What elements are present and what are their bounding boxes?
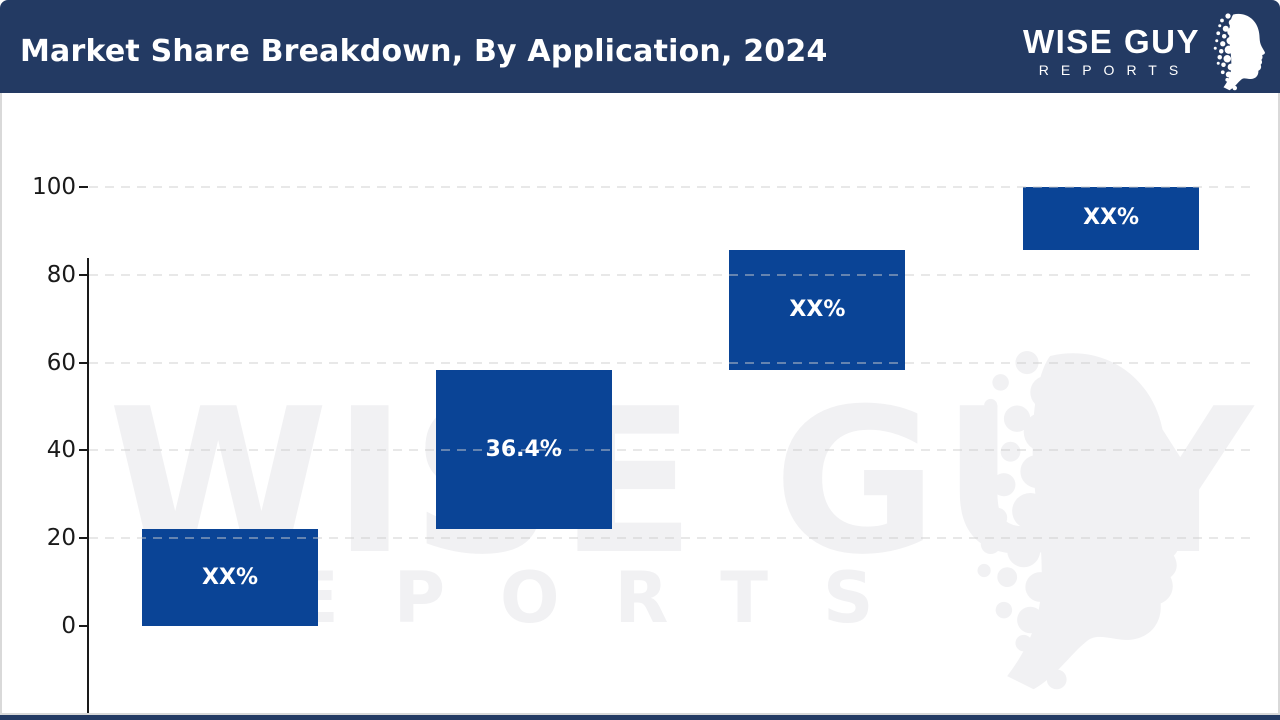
waterfall-chart: WISE GUY REPORTS XX% 36.4% XX% XX% 0 20 40 60 8… <box>0 93 1280 720</box>
bar-drug-discovery <box>1023 187 1200 250</box>
bar-cancer-diagnostics <box>435 369 612 530</box>
right-border <box>1278 93 1280 715</box>
logo-text: WISE GUY REPORTS <box>1023 25 1200 78</box>
logo-wordmark: WISE GUY <box>1022 23 1200 60</box>
gridline-80 <box>89 273 1253 276</box>
y-axis-tick-label-0: 0 <box>61 613 76 639</box>
bar-value-label-drug-discovery: XX% <box>1083 205 1140 231</box>
y-axis-tick <box>79 537 88 540</box>
y-axis-spine <box>87 258 89 720</box>
wise-guy-logo: WISE GUY REPORTS <box>1023 10 1266 94</box>
y-axis-tick <box>79 186 88 188</box>
y-axis-tick <box>79 361 88 364</box>
y-axis-tick <box>79 449 88 452</box>
y-axis-tick-label-100: 100 <box>32 174 76 200</box>
bar-value-label-stem-cell-research: XX% <box>202 564 258 590</box>
y-axis-tick-label-20: 20 <box>46 525 76 552</box>
gridline-40 <box>89 449 1253 452</box>
page-title: Market Share Breakdown, By Application, … <box>20 34 828 69</box>
bar-regenerative-medicine <box>729 249 906 370</box>
gridline-100 <box>89 186 1253 188</box>
logo-head-icon <box>1190 10 1266 94</box>
bar-stem-cell-research <box>142 529 318 626</box>
bar-value-label-cancer-diagnostics: 36.4% <box>485 436 562 462</box>
y-axis-tick-label-40: 40 <box>46 437 76 464</box>
y-axis-tick <box>79 625 88 627</box>
y-axis-tick-label-80: 80 <box>46 261 76 288</box>
gridline-60 <box>89 361 1253 364</box>
left-border <box>0 93 2 715</box>
gridline-20 <box>89 537 1253 540</box>
footer-bar <box>0 713 1280 720</box>
watermark-head-icon <box>862 321 1192 720</box>
bar-value-label-regenerative-medicine: XX% <box>789 296 846 322</box>
y-axis-tick <box>79 273 88 276</box>
logo-subtext: REPORTS <box>1038 62 1191 78</box>
header: Market Share Breakdown, By Application, … <box>0 0 1280 93</box>
y-axis-tick-label-60: 60 <box>46 349 76 376</box>
